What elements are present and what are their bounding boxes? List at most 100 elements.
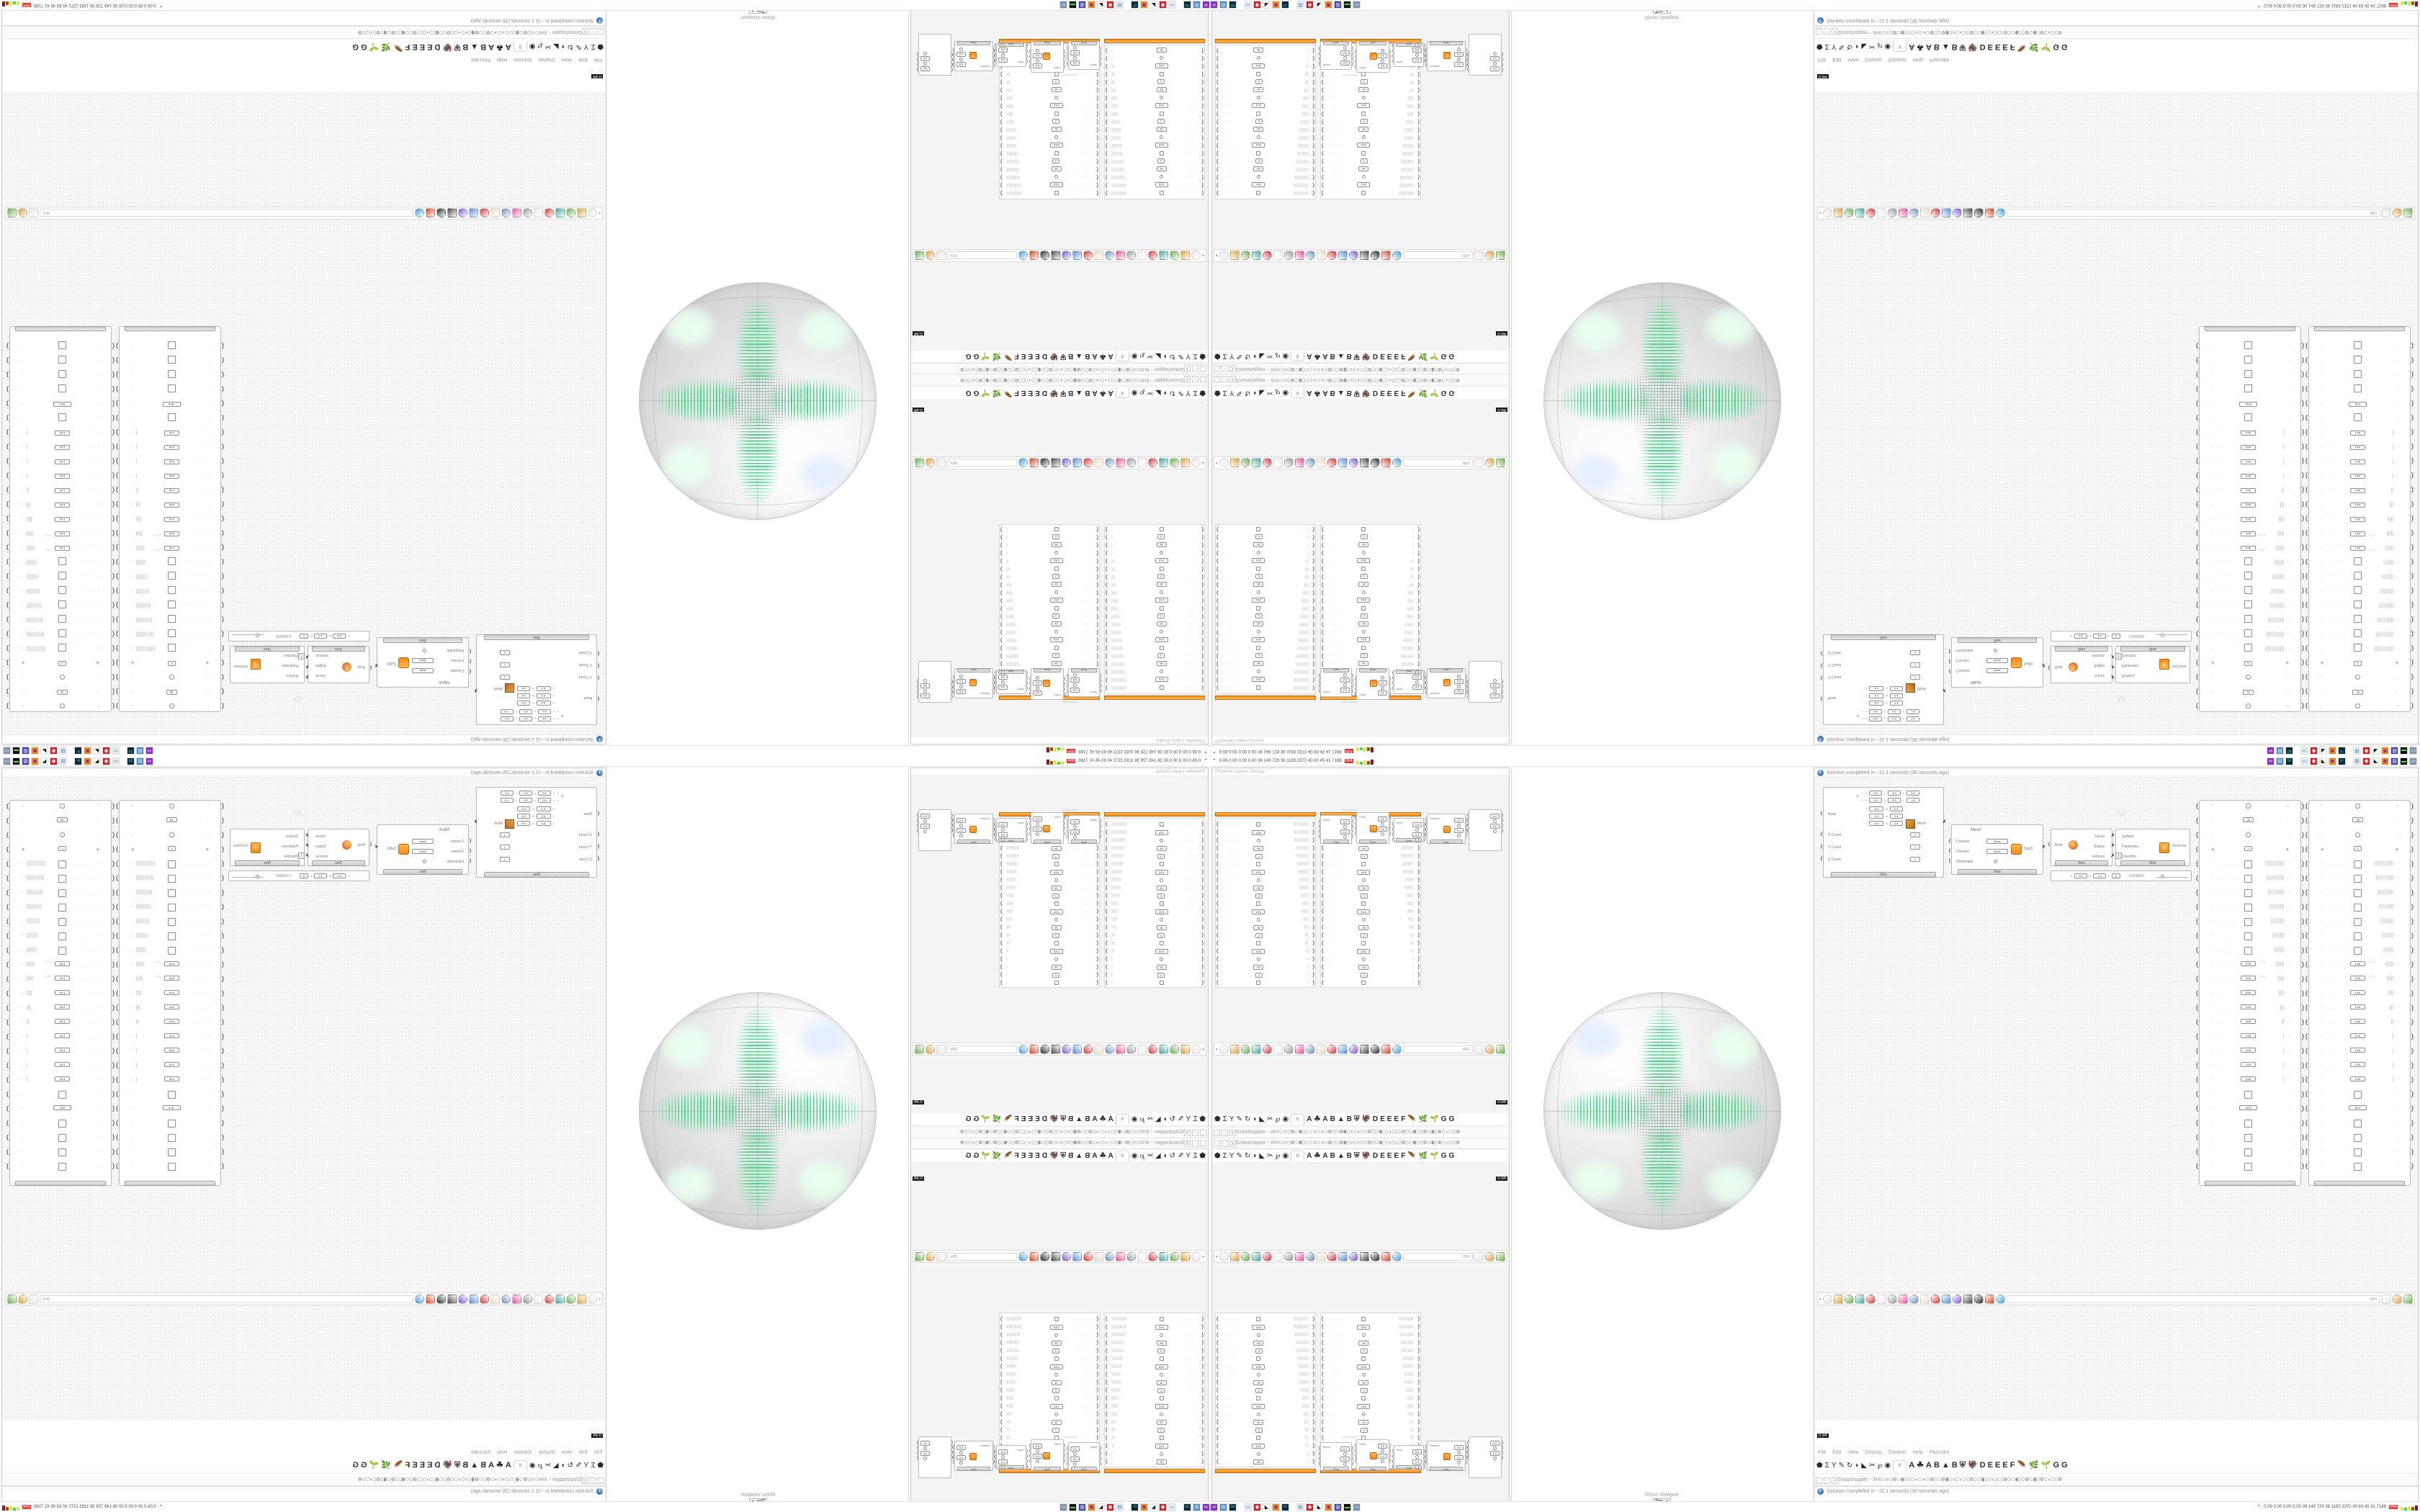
window-buttons-lower[interactable]: _ ▫ X (1184, 365, 1206, 372)
input-grip[interactable]: ( (1201, 653, 1204, 660)
value-field[interactable]: .05 (2243, 817, 2254, 822)
output-grip[interactable]: ) (1312, 542, 1314, 549)
input-grip[interactable]: ( (2305, 573, 2308, 580)
eye-icon[interactable] (1392, 251, 1402, 261)
input-grip[interactable]: ( (1322, 1315, 1324, 1322)
gh-toolbar-lower[interactable]: ⬟ Σ Y ✎ ↻ ◗ ◣ ✂ ℘ ◉ 0 A ☘ A B ▲ B ⛨ 🦃 D E E E F 🪶 🌿 🌱 G G (1212, 1150, 1509, 1163)
menu-item-pancake[interactable]: Pancake (1930, 57, 1950, 62)
checkbox[interactable] (1256, 527, 1260, 531)
input-pin[interactable]: ( (1026, 53, 1028, 58)
gh-component[interactable]: 0ms Mesh() 0.0()() 0.0() (1067, 1442, 1101, 1471)
input-grip[interactable]: ( (222, 530, 224, 537)
gh-ribbon-8-icon[interactable]: D (1372, 1151, 1379, 1160)
printer-icon[interactable]: ▭ (3, 747, 11, 755)
input-grip[interactable]: ( (1201, 948, 1204, 954)
shade-icon[interactable] (1180, 458, 1191, 468)
eye-icon[interactable] (1018, 251, 1028, 261)
gh-ribbon-5-icon[interactable]: B (462, 42, 469, 51)
parameter-field[interactable]: 0.0 (1490, 56, 1500, 61)
toggle-knob[interactable] (959, 834, 963, 837)
radio-knob[interactable] (1257, 1333, 1260, 1337)
input-pin[interactable]: ( (598, 675, 599, 680)
radio-knob[interactable] (1054, 1413, 1058, 1416)
input-pin[interactable]: ( (993, 828, 995, 832)
parameter-field[interactable]: 0.0 (1378, 53, 1387, 58)
paint-icon[interactable] (1381, 1251, 1391, 1261)
output-grip[interactable]: ) (1000, 613, 1003, 620)
value-field[interactable]: 1/16 (1357, 1364, 1370, 1369)
texture-icon[interactable] (1316, 458, 1326, 468)
toggle-knob[interactable] (1001, 828, 1005, 832)
output-pin[interactable]: ) (953, 1460, 954, 1464)
input-grip[interactable]: ( (1201, 558, 1204, 564)
input-pin[interactable]: ( (470, 859, 471, 863)
checkbox[interactable] (2244, 341, 2252, 349)
arctic-icon[interactable] (1126, 458, 1137, 468)
input-pin[interactable]: ( (1064, 59, 1065, 63)
output-grip[interactable]: ) (1106, 1434, 1108, 1441)
sphere-icon[interactable] (1105, 251, 1115, 261)
firefox2-icon[interactable]: ◉ (31, 757, 39, 765)
output-grip[interactable]: ) (1000, 1339, 1003, 1346)
radio-knob[interactable] (1362, 1413, 1366, 1416)
input-grip[interactable]: ( (1201, 526, 1204, 533)
gh-component[interactable]: 0ms SubD() 0.0()() 0.0() (1029, 812, 1065, 844)
rhino-display-toolbar[interactable]: ▴ 85% (1214, 456, 1507, 469)
input-grip[interactable]: ( (1201, 190, 1204, 197)
output-pin[interactable]: ✗ (2110, 854, 2115, 858)
output-grip[interactable]: ) (1417, 1331, 1420, 1338)
radio-knob[interactable] (2246, 675, 2251, 680)
value-field[interactable]: 2 (1255, 119, 1263, 124)
rhino-window[interactable]: Properties Layers Display () ············… (1211, 768, 1510, 1506)
radio-knob[interactable] (1257, 135, 1260, 139)
value-field[interactable]: .05 (1358, 127, 1368, 132)
input-pin[interactable]: ( (1355, 832, 1356, 836)
input-grip[interactable]: ( (112, 660, 115, 667)
radio-knob[interactable] (1257, 96, 1260, 99)
parameter-field[interactable]: 0.0 (956, 1455, 966, 1460)
output-grip[interactable]: ) (6, 703, 9, 710)
camera-icon[interactable] (1051, 458, 1061, 468)
output-grip[interactable]: ) (1312, 924, 1314, 930)
output-grip[interactable]: ) (1417, 166, 1420, 173)
gh-tool-8-icon[interactable]: ℘ (1275, 1151, 1281, 1160)
output-grip[interactable]: ) (1312, 143, 1314, 149)
gh-ribbon-5-icon[interactable]: B (1346, 1151, 1353, 1160)
input-grip[interactable]: ( (1322, 613, 1324, 620)
firefox-icon[interactable]: ◉ (84, 757, 91, 765)
zoom-level-field[interactable]: 85% (40, 209, 414, 217)
toggle-knob[interactable] (959, 58, 963, 61)
checkbox[interactable] (1054, 1356, 1059, 1361)
output-grip[interactable]: ) (2302, 1018, 2304, 1025)
output-pin[interactable]: ) (1502, 814, 1503, 818)
output-grip[interactable]: ) (116, 415, 118, 422)
export-icon[interactable] (915, 1251, 924, 1261)
input-grip[interactable]: ( (112, 845, 115, 852)
shade-icon[interactable] (577, 208, 587, 218)
input-pin[interactable]: ( (1026, 1454, 1028, 1459)
input-grip[interactable]: ( (1322, 629, 1324, 636)
input-grip[interactable]: ( (1322, 1410, 1324, 1417)
gh-titlebar-lower[interactable]: _ ▫ X Grasshopper - XHI⬭❄⬯◍⬭⬮⬯⬭⊃◖⬭◑⬭◍⬯⬭◍⬮⬯… (911, 1138, 1208, 1149)
input-pin[interactable]: ( (993, 690, 995, 694)
fraction-field[interactable]: 1/16 (2350, 445, 2365, 450)
output-pin[interactable]: ) (917, 824, 918, 828)
value-field[interactable]: 2 (1052, 894, 1059, 899)
gh-ribbon-14-icon[interactable]: 🌿 (1418, 1115, 1428, 1123)
output-pin[interactable]: ) (1352, 678, 1353, 683)
arctic-icon[interactable] (1283, 458, 1294, 468)
clipping-icon[interactable] (1370, 251, 1380, 261)
input-grip[interactable]: ( (1216, 1410, 1219, 1417)
value-field[interactable]: 1/16 (1252, 103, 1265, 108)
krita2-icon[interactable]: ◉ (50, 757, 58, 765)
input-grip[interactable]: ( (222, 917, 224, 924)
output-grip[interactable]: ) (1417, 860, 1420, 867)
gh-ribbon-1-icon[interactable]: ☘ (1099, 1115, 1106, 1123)
input-grip[interactable]: ( (1216, 558, 1219, 564)
output-grip[interactable]: ) (2302, 357, 2304, 364)
window-close-button[interactable]: X (1229, 1140, 1236, 1147)
input-grip[interactable]: ( (1096, 87, 1098, 94)
laptop-icon[interactable]: ▭ (2300, 747, 2308, 755)
app-unit[interactable]: ⌃ 0.06 0.00 0.00 0.00 36 149 729 36 1183… (1210, 756, 2420, 1512)
gh-ribbon-1-icon[interactable]: ☘ (496, 42, 503, 51)
